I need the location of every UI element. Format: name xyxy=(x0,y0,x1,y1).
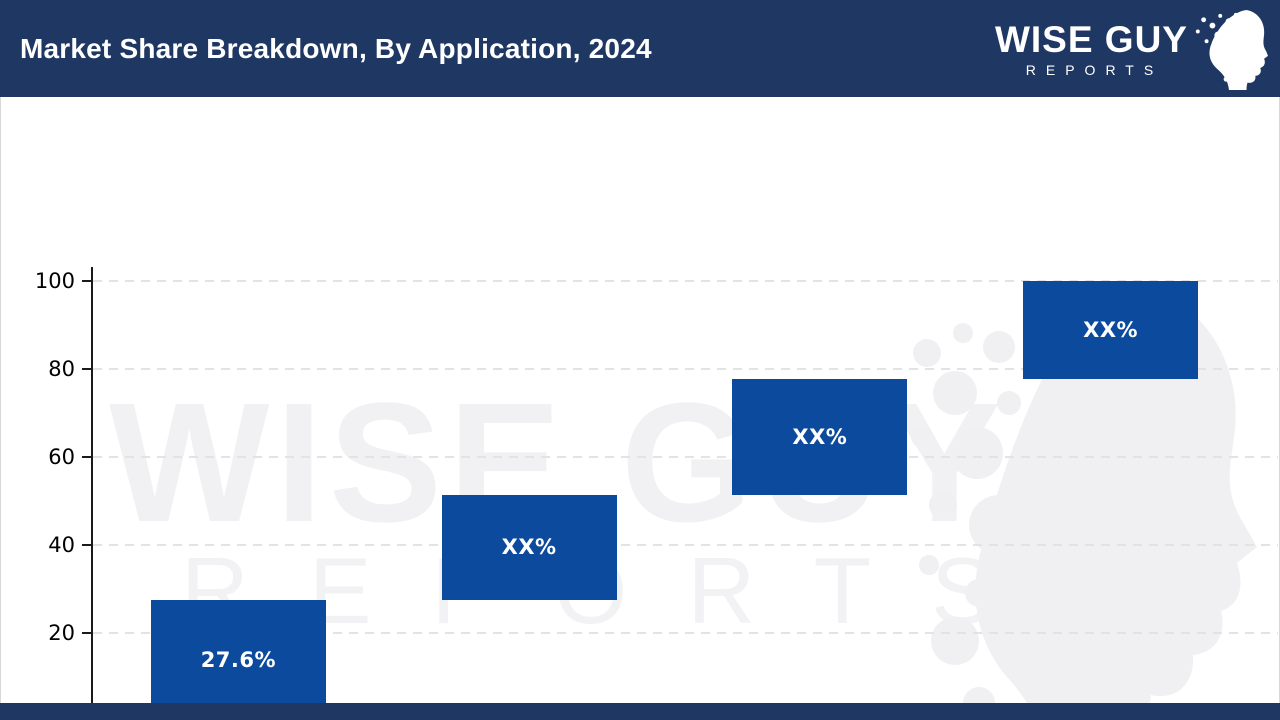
brand-logo: WISE GUY REPORTS xyxy=(995,6,1268,92)
y-tick xyxy=(82,368,91,370)
y-tick-label: 100 xyxy=(34,269,75,293)
bar-value-label: 27.6% xyxy=(200,648,277,673)
bar-value-label: XX% xyxy=(501,535,557,560)
bar: 27.6% xyxy=(150,599,326,703)
footer-bar xyxy=(0,703,1280,720)
y-tick-label: 80 xyxy=(48,357,75,381)
y-tick xyxy=(82,632,91,634)
logo-wordmark-line2: REPORTS xyxy=(1025,61,1164,78)
logo-face-icon xyxy=(1195,10,1268,90)
gridline xyxy=(93,632,1278,634)
header: Market Share Breakdown, By Application, … xyxy=(0,0,1280,97)
gridline xyxy=(93,544,1278,546)
y-tick-label: 60 xyxy=(48,445,75,469)
y-tick-label: 40 xyxy=(48,533,75,557)
y-tick xyxy=(82,456,91,458)
bar: XX% xyxy=(441,494,617,600)
y-tick xyxy=(82,544,91,546)
gridline xyxy=(93,368,1278,370)
page-title: Market Share Breakdown, By Application, … xyxy=(20,32,652,64)
logo-wordmark-line1: WISE GUY xyxy=(994,18,1188,60)
watermark-face-icon xyxy=(911,288,1257,703)
logo-wordmark: WISE GUY REPORTS xyxy=(995,21,1188,78)
chart-card: WISE GUY REPORTS 02040608010027.6%Asset … xyxy=(0,97,1280,703)
y-tick-label: 20 xyxy=(48,621,75,645)
bar: XX% xyxy=(1023,281,1199,380)
gridline xyxy=(93,280,1278,282)
gridline xyxy=(93,456,1278,458)
bar-value-label: XX% xyxy=(1083,318,1139,343)
y-tick xyxy=(82,280,91,282)
bar: XX% xyxy=(732,379,908,495)
waterfall-chart: 02040608010027.6%Asset ManagementXX%Netw… xyxy=(35,267,1278,703)
bar-value-label: XX% xyxy=(792,424,848,449)
